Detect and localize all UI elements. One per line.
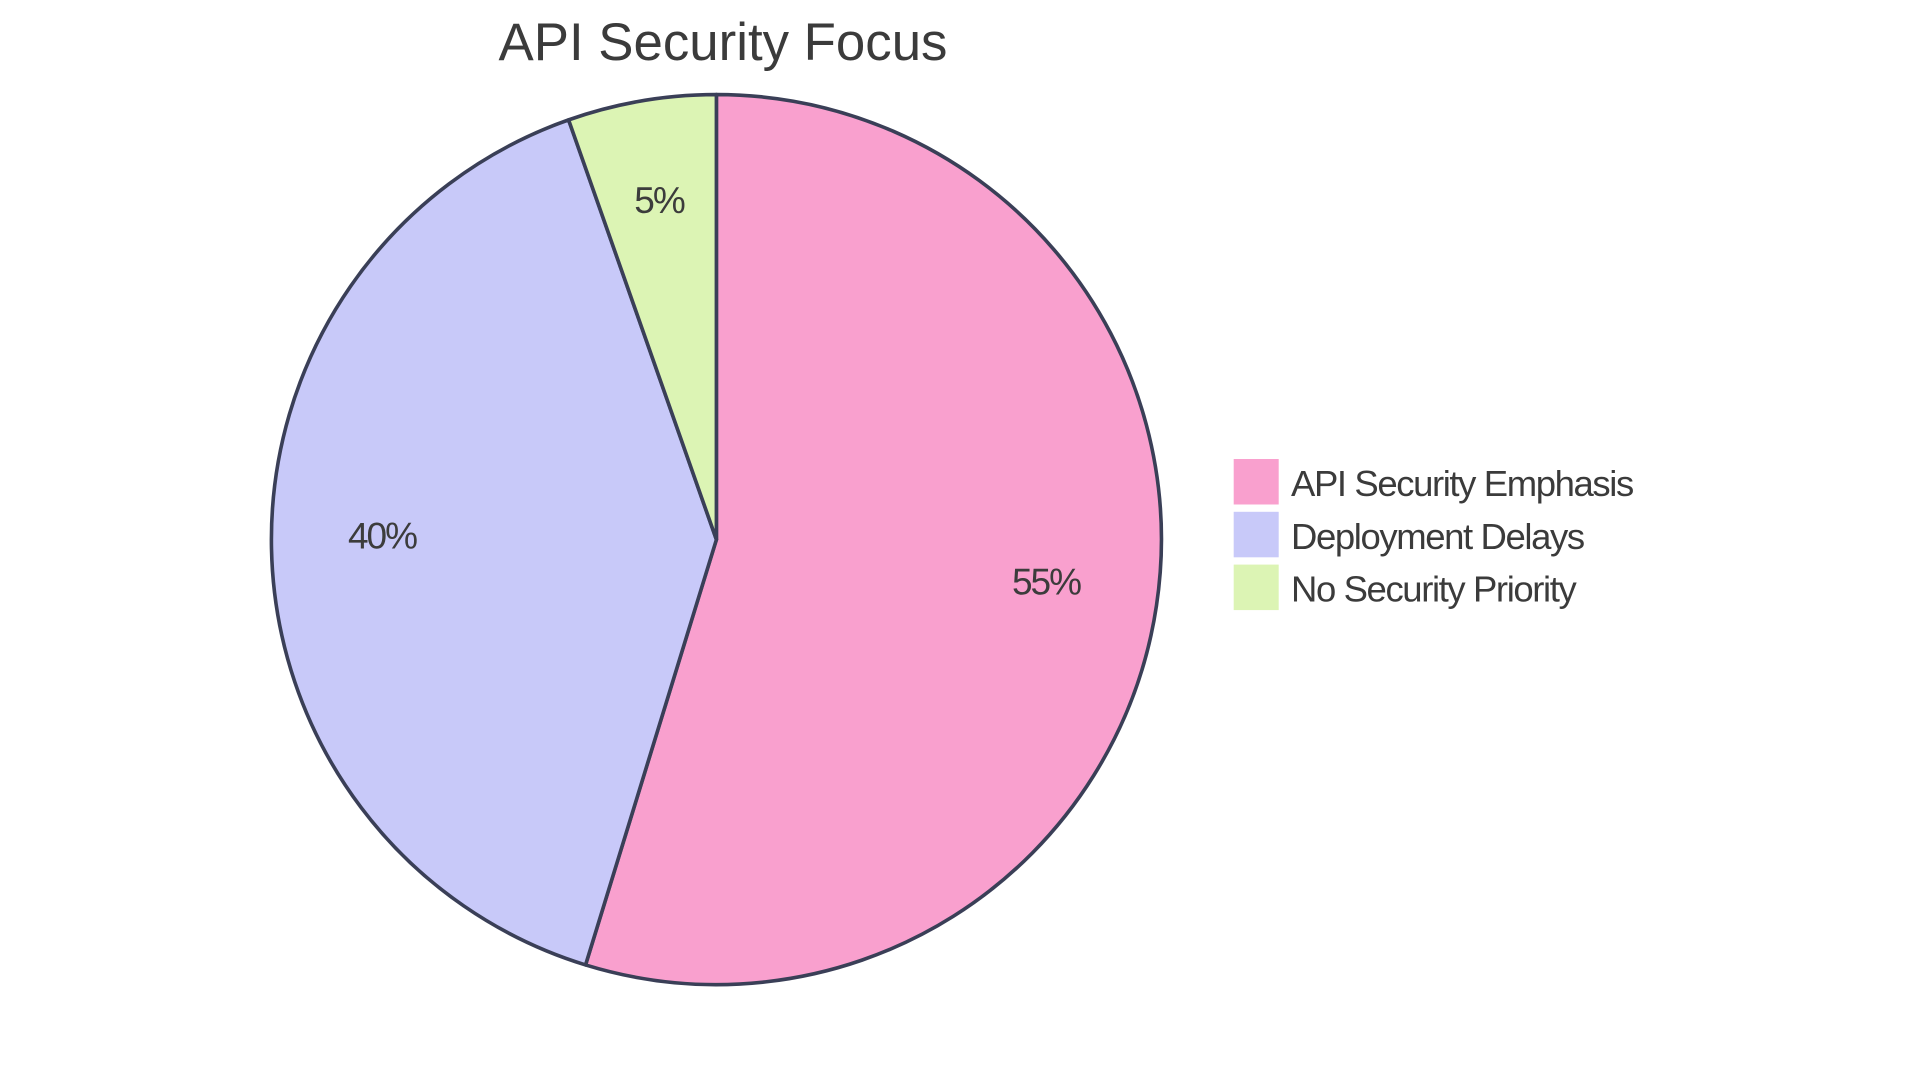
svg-text:40%: 40% xyxy=(348,516,417,557)
svg-text:55%: 55% xyxy=(1012,562,1081,603)
svg-text:API Security Emphasis: API Security Emphasis xyxy=(1291,463,1633,504)
svg-text:Deployment Delays: Deployment Delays xyxy=(1291,516,1584,557)
svg-text:No Security Priority: No Security Priority xyxy=(1291,569,1578,610)
svg-text:5%: 5% xyxy=(634,180,685,221)
svg-text:API Security Focus: API Security Focus xyxy=(499,13,948,72)
